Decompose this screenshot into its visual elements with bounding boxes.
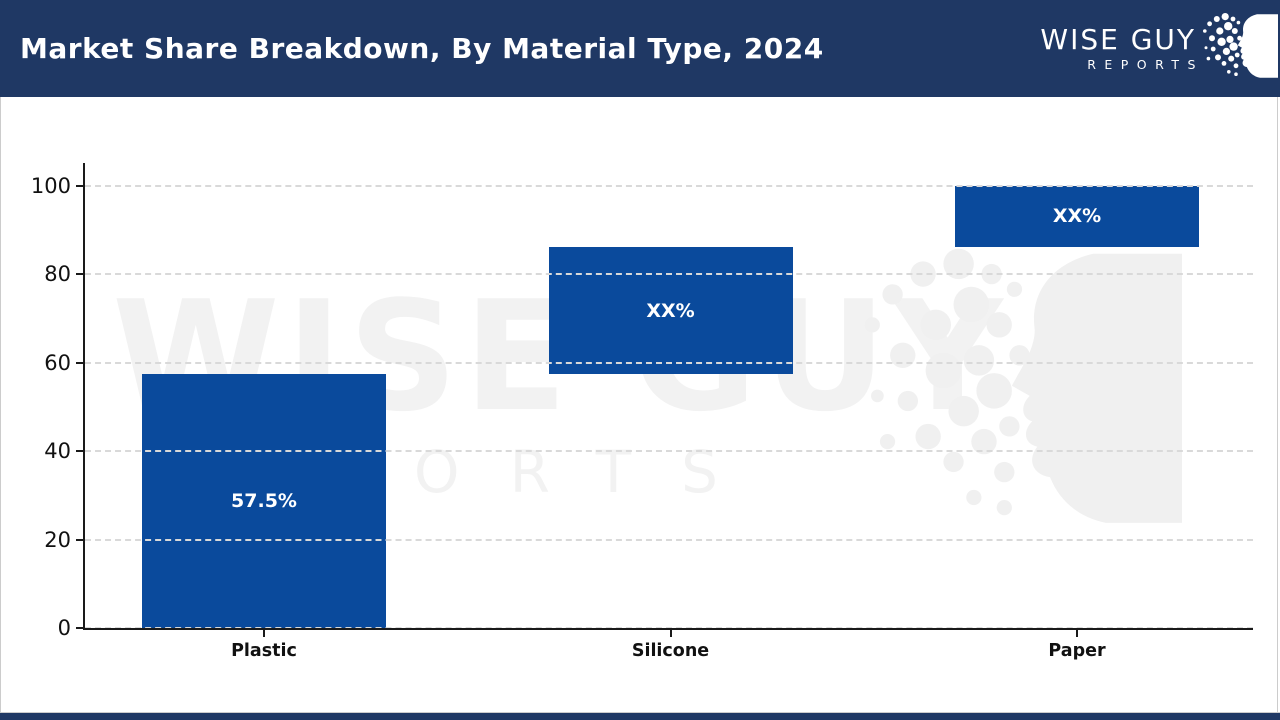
bottom-divider <box>0 712 1280 713</box>
gridline-80 <box>85 273 1253 275</box>
y-tick-label-80: 80 <box>44 262 71 286</box>
y-tick-80 <box>76 273 85 275</box>
x-tick-paper <box>1076 628 1078 637</box>
y-tick-40 <box>76 450 85 452</box>
logo-wiseguy-label: WISE GUY <box>1040 22 1196 56</box>
y-tick-label-20: 20 <box>44 527 71 552</box>
y-tick-20 <box>76 538 85 541</box>
bar-label-plastic: 57.5% <box>231 489 297 512</box>
y-tick-label-40: 40 <box>44 439 71 463</box>
y-tick-0 <box>76 627 85 629</box>
y-tick-label-0: 0 <box>57 616 71 640</box>
wiseguy-face-icon <box>1203 12 1278 78</box>
y-tick-60 <box>76 361 85 364</box>
bar-silicone <box>548 247 793 374</box>
logo-reports-label: REPORTS <box>1087 56 1204 72</box>
y-tick-label-60: 60 <box>44 350 71 375</box>
bar-label-silicone: XX% <box>646 299 695 322</box>
x-tick-label-plastic: Plastic <box>231 641 297 661</box>
y-axis-line <box>83 163 85 630</box>
bar-plastic <box>142 373 386 628</box>
logo-text: WISE GUY REPORTS <box>1040 22 1196 72</box>
gridline-60 <box>85 361 1253 364</box>
bar-paper <box>955 185 1199 248</box>
x-tick-silicone <box>669 628 672 637</box>
x-tick-plastic <box>263 628 265 637</box>
x-tick-label-paper: Paper <box>1048 641 1106 661</box>
y-tick-100 <box>76 184 85 187</box>
wiseguy-reports-logo: WISE GUY REPORTS <box>1040 5 1280 93</box>
y-tick-label-100: 100 <box>30 173 71 198</box>
bar-label-paper: XX% <box>1052 205 1102 228</box>
x-tick-label-silicone: Silicone <box>631 641 710 661</box>
page-title: Market Share Breakdown, By Material Type… <box>20 32 824 65</box>
gridline-100 <box>85 184 1253 187</box>
footer-bar <box>0 713 1280 720</box>
header-bar: Market Share Breakdown, By Material Type… <box>0 0 1280 97</box>
gridline-40 <box>85 450 1253 452</box>
x-axis-line <box>83 628 1253 630</box>
gridline-20 <box>85 538 1253 541</box>
